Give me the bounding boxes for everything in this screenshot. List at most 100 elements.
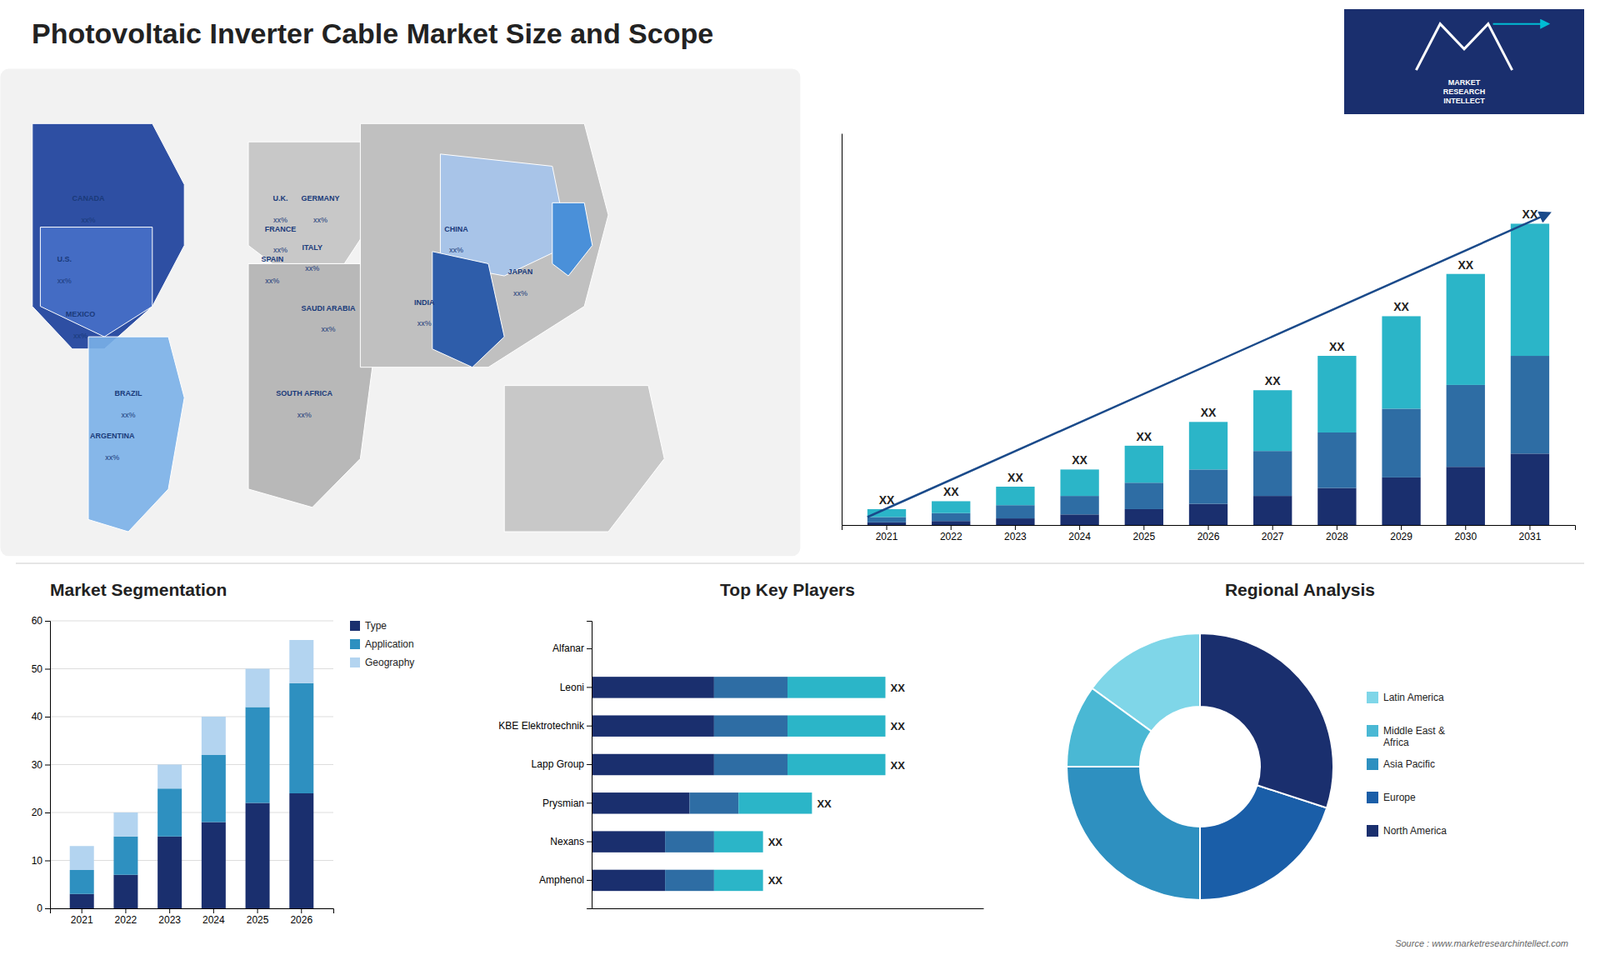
- bar: [1446, 385, 1485, 467]
- tick-mark: [586, 686, 592, 688]
- map-label: ARGENTINA: [90, 431, 135, 440]
- logo-text: MARKETRESEARCHINTELLECT: [1443, 78, 1486, 105]
- plot: [70, 640, 315, 909]
- tick-mark: [1143, 525, 1145, 530]
- data-label: XX: [1135, 430, 1152, 444]
- legend-swatch: [350, 657, 360, 668]
- title: Photovoltaic Inverter Cable Market Size …: [31, 17, 714, 50]
- tick-label: 2025: [246, 914, 270, 926]
- bar: [113, 836, 138, 875]
- data-label: XX: [1071, 453, 1088, 467]
- bar: [1317, 488, 1356, 525]
- tick-label: Amphenol: [539, 874, 585, 886]
- tick-mark: [586, 725, 592, 727]
- bar: [1446, 466, 1485, 525]
- tick: 2023: [158, 908, 181, 926]
- logo-text-line: INTELLECT: [1443, 96, 1485, 105]
- tick-mark: [1336, 525, 1338, 530]
- legend-label-line: North America: [1383, 825, 1447, 837]
- tick-mark: [45, 908, 50, 910]
- bar: [1125, 445, 1164, 483]
- bar: [1060, 495, 1099, 515]
- tick: 2026: [1197, 525, 1220, 543]
- tick-label: 2031: [1519, 530, 1542, 543]
- tick-mark: [45, 860, 50, 862]
- bar: [201, 755, 226, 823]
- slice: [1066, 766, 1200, 900]
- data-label: XX: [1329, 340, 1345, 354]
- tick: 2030: [1454, 525, 1477, 543]
- chart-title: Regional Analysis: [1225, 580, 1375, 600]
- bar: [70, 845, 95, 870]
- plot: [591, 676, 886, 891]
- legend-label-line: Geography: [365, 656, 415, 669]
- tick-label: 2023: [158, 914, 181, 926]
- figure: CANADAxx%U.S.xx%MEXICOxx%BRAZILxx%ARGENT…: [0, 0, 1600, 955]
- grid: [50, 620, 334, 909]
- data-label: XX: [1265, 374, 1281, 388]
- tick-label: 20: [31, 806, 44, 819]
- data-label: XX: [890, 720, 906, 733]
- tick-label: 40: [31, 710, 44, 723]
- bar: [591, 676, 715, 698]
- map-region-europe: [248, 141, 377, 264]
- bar: [591, 830, 665, 852]
- tick-mark: [169, 908, 170, 914]
- map-label: ITALY: [302, 243, 324, 252]
- tick: Alfanar: [552, 642, 592, 655]
- slice: [1200, 633, 1334, 808]
- tick-label: Leoni: [560, 681, 585, 694]
- tick-mark: [586, 648, 592, 650]
- tick-label: 2023: [1004, 530, 1027, 543]
- tick: Lapp Group: [531, 758, 592, 770]
- tick: 2022: [940, 525, 963, 543]
- data-label: XX: [1522, 207, 1539, 221]
- tick-mark: [81, 908, 83, 914]
- bar: [1060, 469, 1099, 496]
- bar: [157, 788, 182, 837]
- tick-label: 2024: [202, 914, 225, 926]
- bar: [1317, 355, 1356, 433]
- bar: [113, 875, 138, 909]
- bar: [1125, 509, 1164, 525]
- axis: [841, 134, 843, 526]
- tick-mark: [45, 812, 50, 814]
- tick-mark: [1079, 525, 1080, 530]
- bar: [1253, 495, 1292, 525]
- tick: Leoni: [560, 681, 592, 694]
- map-value: xx%: [273, 215, 288, 225]
- tick-label: 2030: [1454, 530, 1477, 543]
- bar: [714, 676, 788, 698]
- bar: [289, 793, 314, 909]
- bar: [157, 836, 182, 909]
- bar: [113, 812, 138, 837]
- bar: [1381, 477, 1420, 525]
- tick-mark: [586, 764, 592, 765]
- chart-title: Top Key Players: [720, 580, 855, 600]
- legend-swatch: [1366, 725, 1379, 737]
- data-label: XX: [1457, 258, 1474, 272]
- axis-line: [842, 525, 1576, 531]
- map-label: SOUTH AFRICA: [275, 389, 333, 398]
- map-label: SPAIN: [260, 255, 284, 264]
- data-label: XX: [1007, 470, 1024, 485]
- map-value: xx%: [513, 289, 528, 298]
- legend-swatch: [1366, 691, 1379, 704]
- map-value: xx%: [80, 215, 95, 225]
- bar: [70, 870, 95, 895]
- tick-mark: [45, 620, 50, 622]
- tick-mark: [300, 908, 302, 914]
- data-label: XX: [890, 759, 906, 772]
- bar: [245, 669, 270, 708]
- tick-mark: [45, 765, 50, 766]
- tick: 2029: [1390, 525, 1413, 543]
- map-value: xx%: [305, 264, 320, 273]
- legend-label-line: Application: [365, 638, 415, 650]
- map-region-oceania: [504, 385, 665, 532]
- tick-label: 2021: [875, 530, 899, 543]
- bar: [1446, 274, 1485, 385]
- tick: 2021: [875, 525, 899, 543]
- bar: [1510, 453, 1550, 525]
- tick-mark: [213, 908, 215, 914]
- bar: [70, 894, 95, 909]
